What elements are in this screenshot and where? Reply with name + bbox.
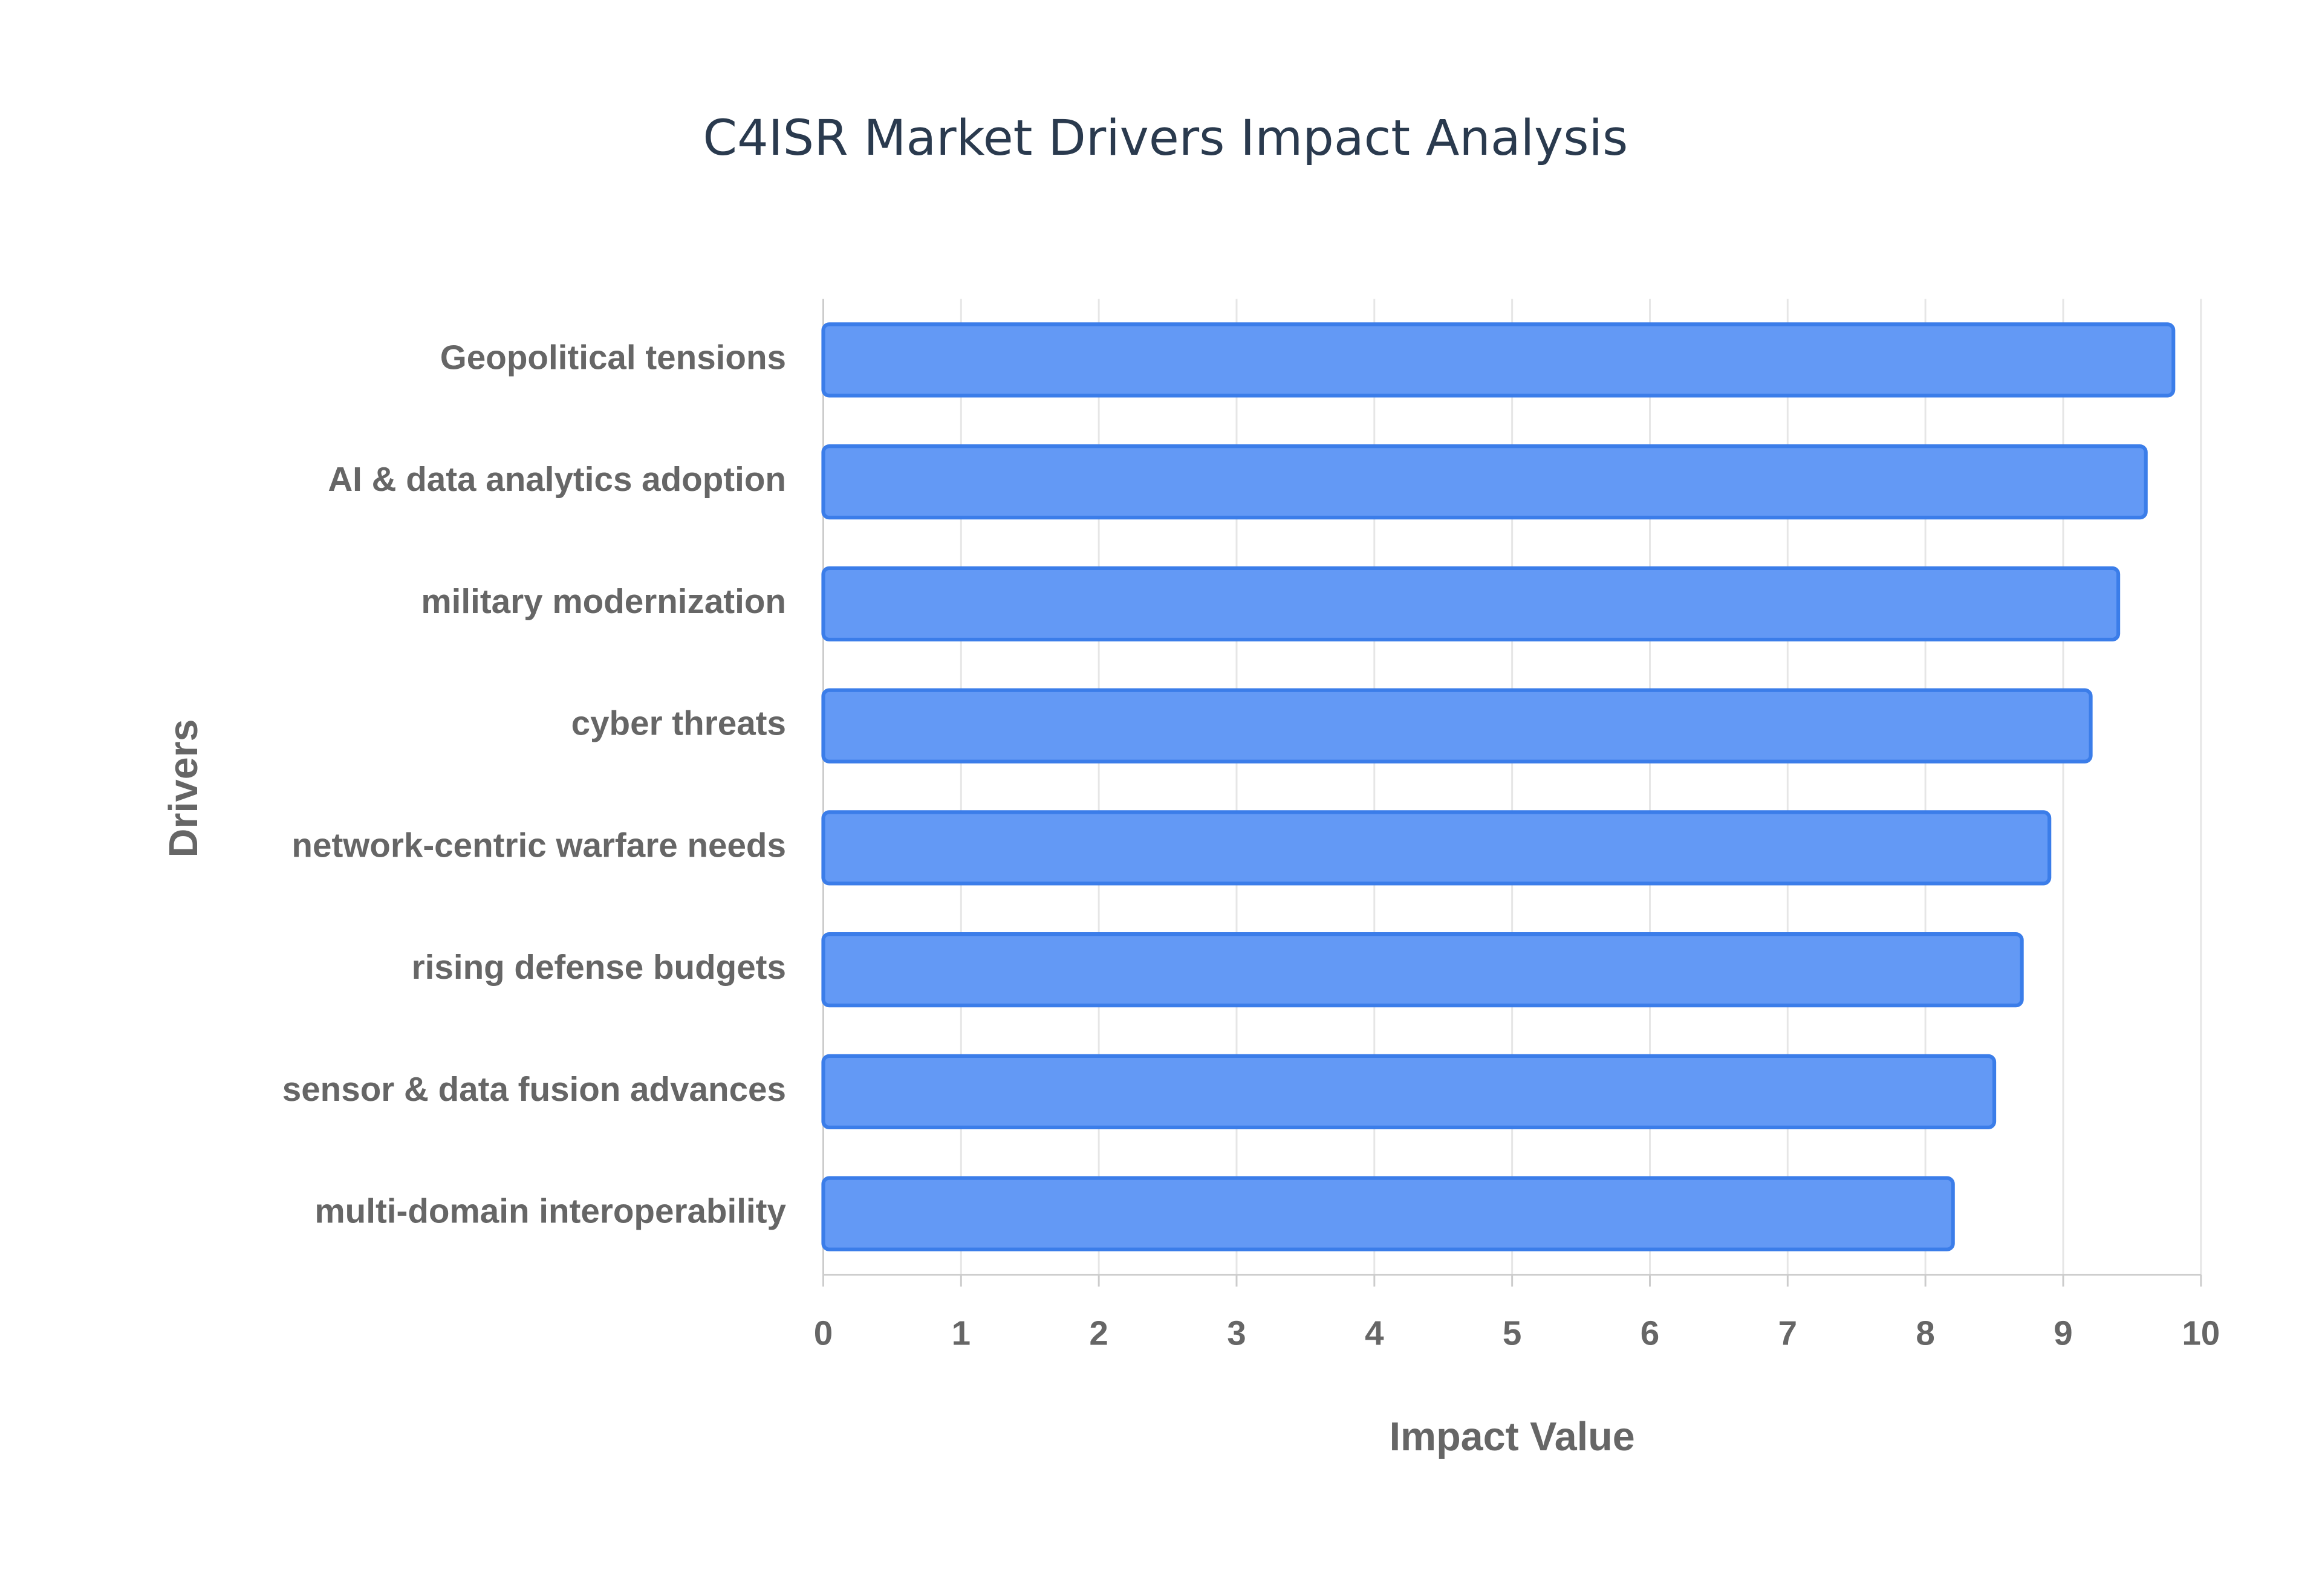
x-tick-label: 5	[1503, 1314, 1521, 1352]
y-tick-label: rising defense budgets	[412, 948, 786, 986]
x-tick-label: 1	[952, 1314, 971, 1352]
x-tick-label: 6	[1641, 1314, 1659, 1352]
x-tick-label: 4	[1365, 1314, 1384, 1352]
x-tick-label: 0	[814, 1314, 833, 1352]
x-tick-label: 10	[2182, 1314, 2220, 1352]
y-tick-label: network-centric warfare needs	[291, 826, 786, 864]
bar	[821, 444, 2148, 520]
y-tick-label: multi-domain interoperability	[314, 1192, 786, 1230]
y-tick-label: military modernization	[421, 582, 786, 620]
x-tick-label: 8	[1916, 1314, 1934, 1352]
y-tick-label: sensor & data fusion advances	[282, 1070, 786, 1108]
bar	[821, 322, 2176, 398]
x-axis-title: Impact Value	[1390, 1415, 1635, 1459]
y-tick-label: AI & data analytics adoption	[328, 460, 786, 498]
bar	[821, 1176, 1955, 1251]
x-tick-label: 7	[1778, 1314, 1797, 1352]
bar	[821, 932, 2024, 1008]
bar	[821, 566, 2121, 642]
y-tick-label: cyber threats	[571, 704, 786, 742]
chart-title: C4ISR Market Drivers Impact Analysis	[703, 110, 1628, 167]
bar	[821, 810, 2052, 886]
x-tick-label: 9	[2054, 1314, 2072, 1352]
y-axis-title: Drivers	[161, 719, 206, 858]
bar	[821, 688, 2093, 764]
x-tick-label: 2	[1089, 1314, 1108, 1352]
y-tick-label: Geopolitical tensions	[440, 338, 786, 376]
x-tick-label: 3	[1227, 1314, 1246, 1352]
bar	[821, 1054, 1997, 1130]
